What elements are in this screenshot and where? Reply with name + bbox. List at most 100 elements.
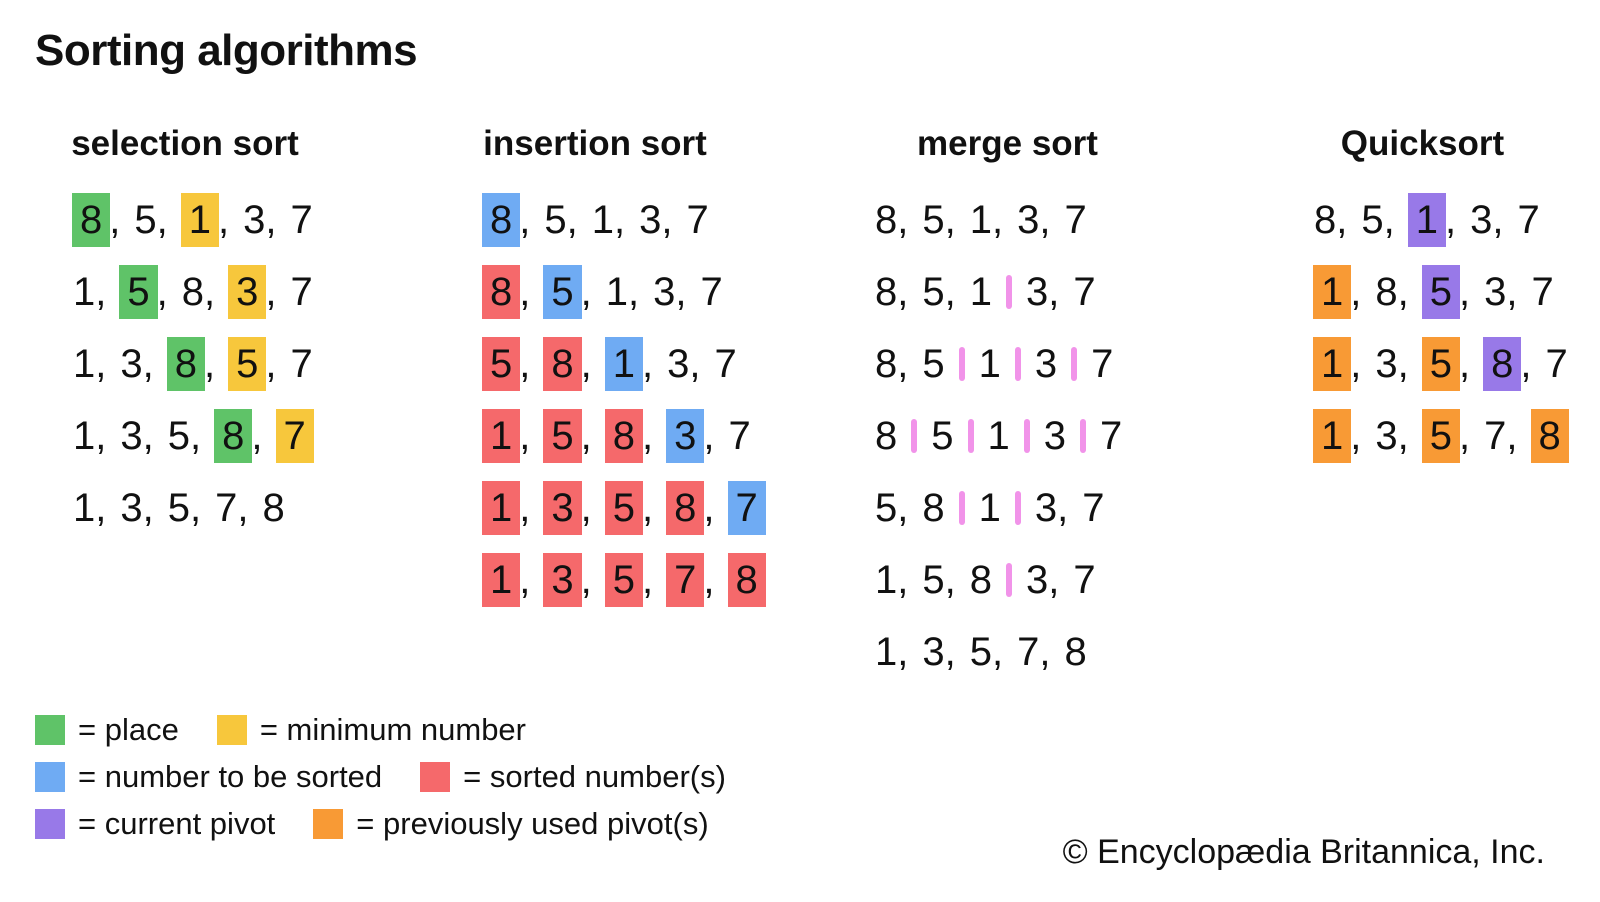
number-cell: 3 bbox=[639, 198, 662, 242]
number-cell: 7 bbox=[1082, 486, 1105, 530]
column-insertion-sort: insertion sort 8, 5, 1, 3, 7 8, 5, 1, 3, 7 5, 8, 1, 3,… bbox=[455, 122, 766, 616]
comma-separator: , bbox=[1039, 198, 1051, 242]
number-cell: 3 bbox=[120, 414, 143, 458]
number-cell: 1 bbox=[875, 630, 898, 674]
number-cell: 7 bbox=[1484, 414, 1507, 458]
sequence-row: 1,5,8,3,7 bbox=[73, 256, 325, 328]
column-header-merge-sort: merge sort bbox=[917, 124, 1098, 163]
number-cell: 3 bbox=[1484, 270, 1507, 314]
legend-swatch-blue bbox=[35, 761, 65, 792]
comma-separator: , bbox=[703, 558, 715, 602]
comma-separator: , bbox=[944, 630, 956, 674]
number-cell: 3 bbox=[1017, 198, 1040, 242]
number-cell: 3 bbox=[120, 342, 143, 386]
number-cell-highlighted-blue: 7 bbox=[727, 481, 766, 535]
comma-separator: , bbox=[265, 198, 277, 242]
comma-separator: , bbox=[642, 558, 654, 602]
legend-row: = current pivot = previously used pivot(s… bbox=[35, 800, 726, 847]
comma-separator: , bbox=[95, 486, 107, 530]
legend-label-green: = place bbox=[78, 711, 179, 747]
number-cell: 3 bbox=[1026, 270, 1049, 314]
sequence-row: 8,5,1,3,7 bbox=[1314, 184, 1545, 256]
number-cell: 8 bbox=[875, 198, 898, 242]
comma-separator: , bbox=[897, 630, 909, 674]
number-cell: 3 bbox=[1034, 342, 1058, 386]
legend-swatch-green bbox=[35, 714, 65, 745]
comma-separator: , bbox=[580, 558, 592, 602]
number-cell: 3 bbox=[1375, 414, 1398, 458]
number-cell: 7 bbox=[1100, 414, 1123, 458]
number-cell: 8 bbox=[875, 270, 898, 314]
number-cell-highlighted-red: 5 bbox=[604, 481, 643, 535]
comma-separator: , bbox=[519, 270, 531, 314]
number-cell: 7 bbox=[290, 270, 313, 314]
legend-item-green: = place bbox=[35, 712, 179, 748]
number-cell: 1 bbox=[969, 198, 992, 242]
legend-label-red: = sorted number(s) bbox=[463, 758, 726, 794]
comma-separator: , bbox=[661, 198, 673, 242]
number-cell: 7 bbox=[290, 198, 313, 242]
page-title: Sorting algorithms bbox=[35, 26, 418, 75]
comma-separator: , bbox=[1397, 342, 1409, 386]
comma-separator: , bbox=[1445, 198, 1457, 242]
number-cell-highlighted-green: 8 bbox=[72, 193, 111, 247]
number-cell: 7 bbox=[686, 198, 709, 242]
comma-separator: , bbox=[566, 198, 578, 242]
number-cell: 3 bbox=[667, 342, 690, 386]
comma-separator: , bbox=[95, 414, 107, 458]
sequence-row: 1,5,8,3,7 bbox=[482, 400, 751, 472]
number-cell-highlighted-orange: 1 bbox=[1313, 265, 1352, 319]
comma-separator: , bbox=[1520, 342, 1532, 386]
number-cell: 8 bbox=[262, 486, 285, 530]
split-divider bbox=[911, 419, 918, 453]
comma-separator: , bbox=[703, 414, 715, 458]
split-divider bbox=[958, 491, 965, 525]
number-cell-highlighted-red: 8 bbox=[604, 409, 643, 463]
number-cell-highlighted-orange: 8 bbox=[1530, 409, 1569, 463]
number-cell: 1 bbox=[73, 414, 96, 458]
comma-separator: , bbox=[580, 270, 592, 314]
comma-separator: , bbox=[897, 342, 909, 386]
number-cell-highlighted-orange: 1 bbox=[1313, 337, 1352, 391]
number-cell: 1 bbox=[987, 414, 1010, 458]
split-divider bbox=[1071, 347, 1078, 381]
number-cell: 3 bbox=[1034, 486, 1058, 530]
number-cell: 7 bbox=[728, 414, 751, 458]
number-cell-highlighted-red: 1 bbox=[482, 481, 521, 535]
comma-separator: , bbox=[580, 414, 592, 458]
sequence-row: 1,3,5,8,7 bbox=[73, 400, 325, 472]
comma-separator: , bbox=[142, 414, 154, 458]
legend-swatch-orange bbox=[313, 808, 344, 839]
comma-separator: , bbox=[519, 414, 531, 458]
comma-separator: , bbox=[1397, 414, 1409, 458]
number-cell-highlighted-blue: 5 bbox=[543, 265, 582, 319]
comma-separator: , bbox=[1350, 270, 1362, 314]
legend-item-red: = sorted number(s) bbox=[420, 759, 726, 795]
number-cell: 7 bbox=[290, 342, 313, 386]
comma-separator: , bbox=[580, 342, 592, 386]
number-cell: 8 bbox=[1314, 198, 1337, 242]
number-cell-highlighted-red: 8 bbox=[482, 265, 521, 319]
split-divider bbox=[1014, 347, 1021, 381]
comma-separator: , bbox=[218, 198, 230, 242]
number-cell: 8 bbox=[969, 558, 992, 602]
number-cell-highlighted-yellow: 7 bbox=[275, 409, 314, 463]
number-cell: 8 bbox=[181, 270, 204, 314]
number-cell: 7 bbox=[1091, 342, 1114, 386]
comma-separator: , bbox=[1459, 270, 1471, 314]
comma-separator: , bbox=[1397, 270, 1409, 314]
legend-label-purple: = current pivot bbox=[78, 805, 276, 841]
number-cell: 3 bbox=[243, 198, 266, 242]
legend-row: = number to be sorted = sorted number(s) bbox=[35, 753, 726, 800]
comma-separator: , bbox=[992, 630, 1004, 674]
split-divider bbox=[1006, 275, 1012, 309]
number-cell-highlighted-red: 5 bbox=[604, 553, 643, 607]
number-cell-highlighted-red: 1 bbox=[482, 553, 521, 607]
number-cell: 7 bbox=[1017, 630, 1040, 674]
comma-separator: , bbox=[1336, 198, 1348, 242]
